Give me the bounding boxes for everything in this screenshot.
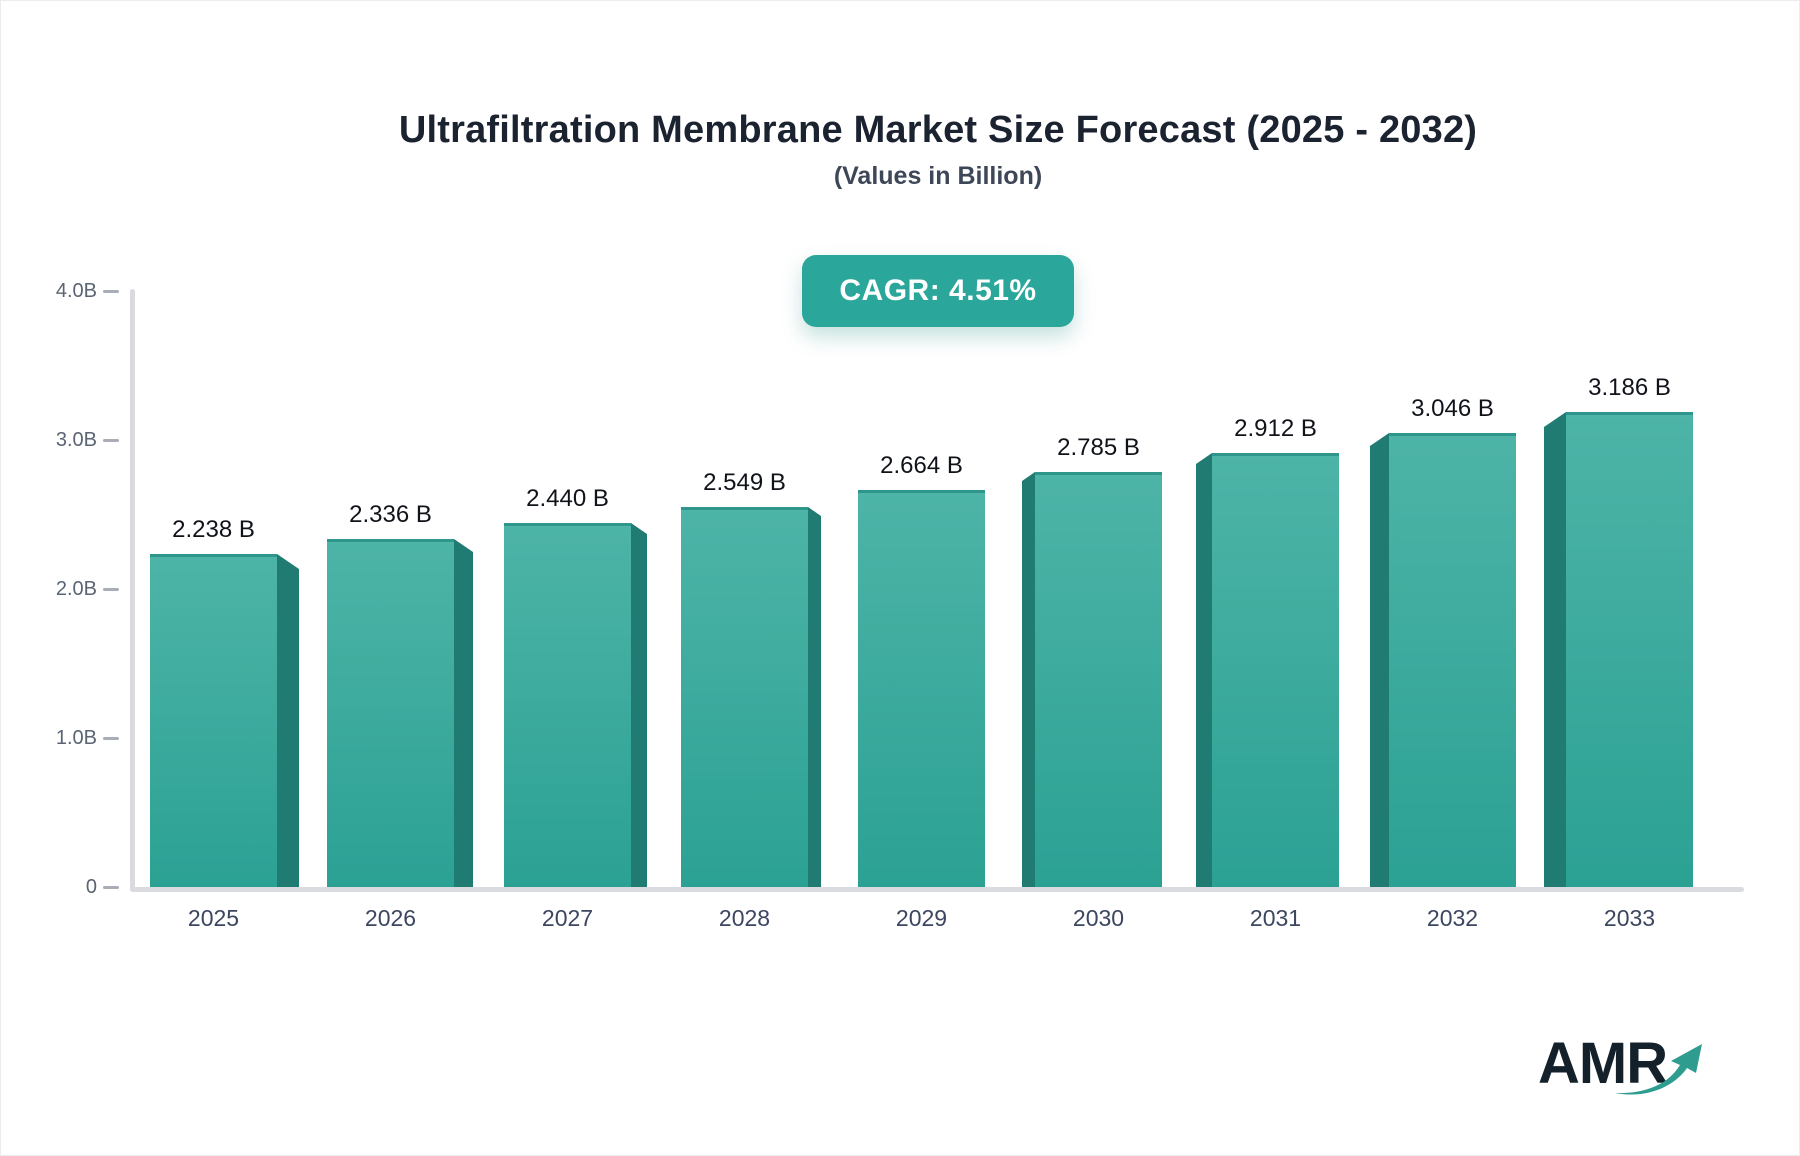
y-tick-label: 0 (85, 876, 97, 898)
bar-value-label-2029: 2.664 B (880, 452, 963, 479)
bar-side-2028 (808, 507, 821, 887)
bar-side-2033 (1544, 412, 1566, 887)
chart-subtitle: (Values in Billion) (833, 162, 1043, 190)
y-axis-line (130, 289, 135, 890)
bar-side-2027 (631, 523, 647, 887)
bar-value-label-2026: 2.336 B (349, 501, 432, 528)
bar-value-label-2028: 2.549 B (703, 469, 786, 496)
y-tick-label: 2.0B (55, 578, 97, 600)
x-tick-label-2032: 2032 (1426, 905, 1479, 931)
x-tick-label-2030: 2030 (1072, 905, 1125, 931)
bar-side-2030 (1022, 472, 1035, 887)
bar-2030 (1035, 472, 1162, 887)
bar-2031 (1212, 453, 1339, 887)
y-tick-dash (103, 439, 119, 442)
amr-logo: AMR (1538, 1033, 1718, 1105)
x-tick-label-2031: 2031 (1249, 905, 1302, 931)
chart-title: Ultrafiltration Membrane Market Size For… (398, 109, 1478, 151)
x-tick-label-2025: 2025 (187, 905, 240, 931)
amr-logo-text: AMR (1538, 1031, 1668, 1096)
y-tick-label: 3.0B (55, 429, 97, 451)
cagr-badge-row: CAGR: 4.51% (131, 255, 1745, 327)
y-tick-dash (103, 290, 119, 293)
bar-2033 (1566, 412, 1693, 887)
bar-side-2026 (454, 539, 473, 887)
bar-side-2025 (277, 554, 299, 887)
growth-arrow-icon (1615, 1044, 1702, 1095)
bar-2026 (327, 539, 454, 887)
bar-2025 (150, 554, 277, 887)
y-tick-dash (103, 886, 119, 889)
x-tick-label-2029: 2029 (895, 905, 948, 931)
bar-2029 (858, 490, 985, 887)
chart-header: Ultrafiltration Membrane Market Size For… (131, 107, 1745, 191)
y-tick-label: 4.0B (55, 280, 97, 302)
bar-value-label-2031: 2.912 B (1234, 415, 1317, 442)
bar-2032 (1389, 433, 1516, 887)
bar-value-label-2027: 2.440 B (526, 485, 609, 512)
bar-side-2031 (1196, 453, 1212, 887)
bar-value-label-2030: 2.785 B (1057, 434, 1140, 461)
y-tick-dash (103, 737, 119, 740)
bar-value-label-2032: 3.046 B (1411, 395, 1494, 422)
x-tick-label-2033: 2033 (1603, 905, 1656, 931)
x-tick-label-2026: 2026 (364, 905, 417, 931)
bar-value-label-2025: 2.238 B (172, 516, 255, 543)
x-tick-label-2027: 2027 (541, 905, 594, 931)
x-axis-line (130, 887, 1744, 892)
bar-2027 (504, 523, 631, 887)
bar-side-2032 (1370, 433, 1389, 887)
x-tick-label-2028: 2028 (718, 905, 771, 931)
bar-2028 (681, 507, 808, 887)
bar-value-label-2033: 3.186 B (1588, 374, 1671, 401)
cagr-badge: CAGR: 4.51% (802, 255, 1074, 327)
y-tick-label: 1.0B (55, 727, 97, 749)
y-tick-dash (103, 588, 119, 591)
